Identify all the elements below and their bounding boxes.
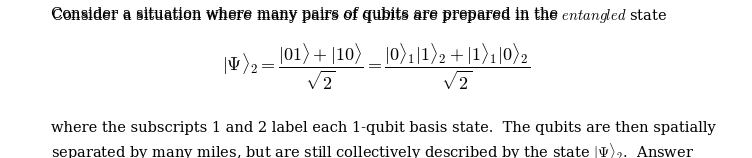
Text: Consider a situation where many pairs of qubits are prepared in the: Consider a situation where many pairs of… <box>51 7 563 21</box>
Text: $|\Psi\rangle_2 = \dfrac{|01\rangle + |10\rangle}{\sqrt{2}} = \dfrac{|0\rangle_1: $|\Psi\rangle_2 = \dfrac{|01\rangle + |1… <box>222 42 530 92</box>
Text: separated by many miles, but are still collectively described by the state $|\Ps: separated by many miles, but are still c… <box>51 141 694 158</box>
Text: Consider a situation where many pairs of qubits are prepared in the $\it{entangl: Consider a situation where many pairs of… <box>51 7 667 25</box>
Text: where the subscripts 1 and 2 label each 1-qubit basis state.  The qubits are the: where the subscripts 1 and 2 label each … <box>51 121 716 135</box>
